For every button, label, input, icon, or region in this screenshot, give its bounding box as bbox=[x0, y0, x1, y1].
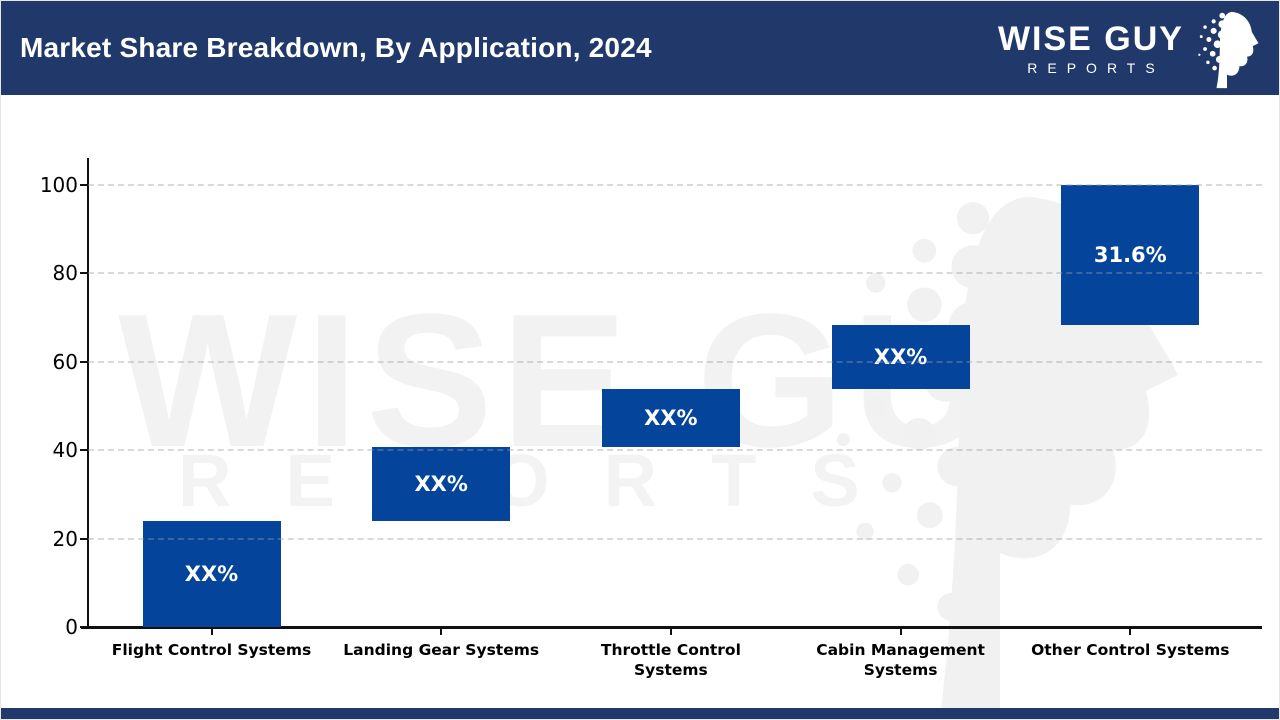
y-tick-label-20: 20 bbox=[52, 526, 78, 551]
watermark-reports-text: REPORTS bbox=[178, 439, 914, 522]
bar-value-label: XX% bbox=[414, 471, 468, 496]
y-axis-line bbox=[87, 158, 89, 628]
x-category-label: Flight Control Systems bbox=[111, 641, 312, 659]
y-tick-mark-80 bbox=[80, 272, 88, 275]
gridline-40 bbox=[88, 449, 1262, 452]
y-tick-mark-0 bbox=[80, 626, 88, 628]
x-category-label: Throttle Control Systems bbox=[600, 641, 741, 680]
y-tick-label-100: 100 bbox=[39, 173, 78, 197]
y-tick-label-0: 0 bbox=[65, 615, 78, 639]
waterfall-bar: XX% bbox=[831, 324, 970, 389]
gridline-100 bbox=[88, 184, 1262, 186]
bar-value-label: XX% bbox=[873, 344, 928, 369]
x-axis-line bbox=[81, 626, 1262, 629]
logo-reports-label: REPORTS bbox=[1027, 59, 1165, 76]
waterfall-bar: 31.6% bbox=[1061, 185, 1200, 325]
x-tick-mark bbox=[440, 629, 443, 635]
bar-value-label: 31.6% bbox=[1093, 242, 1167, 267]
y-tick-mark-20 bbox=[80, 537, 88, 540]
y-tick-mark-100 bbox=[80, 184, 88, 186]
logo-wiseguy-label: WISE GUY bbox=[997, 20, 1184, 59]
wiseguy-logo-text: WISE GUY REPORTS bbox=[997, 20, 1184, 76]
x-category-label: Landing Gear Systems bbox=[343, 641, 540, 659]
y-tick-label-40: 40 bbox=[52, 438, 78, 463]
wiseguy-logo: WISE GUY REPORTS bbox=[998, 8, 1266, 90]
y-tick-label-80: 80 bbox=[52, 261, 78, 286]
y-tick-mark-40 bbox=[80, 449, 88, 452]
x-tick-mark bbox=[669, 629, 672, 635]
x-tick-mark bbox=[899, 629, 902, 635]
y-tick-label-60: 60 bbox=[52, 349, 78, 374]
x-tick-mark bbox=[210, 629, 213, 635]
y-tick-mark-60 bbox=[80, 360, 88, 363]
header-band: Market Share Breakdown, By Application, … bbox=[0, 0, 1280, 95]
gridline-60 bbox=[88, 360, 1262, 363]
waterfall-bar: XX% bbox=[372, 446, 511, 521]
x-category-label: Cabin Management Systems bbox=[816, 641, 985, 680]
x-tick-mark bbox=[1129, 629, 1132, 635]
x-category-label: Other Control Systems bbox=[1031, 641, 1230, 659]
bar-value-label: XX% bbox=[184, 561, 239, 586]
waterfall-bar: XX% bbox=[601, 388, 740, 447]
bar-value-label: XX% bbox=[644, 405, 698, 430]
page-title: Market Share Breakdown, By Application, … bbox=[20, 31, 652, 63]
gridline-80 bbox=[88, 272, 1262, 275]
gridline-20 bbox=[88, 537, 1262, 540]
wiseguy-head-icon bbox=[1198, 11, 1259, 89]
waterfall-bar: XX% bbox=[142, 520, 281, 627]
footer-band bbox=[0, 708, 1280, 720]
